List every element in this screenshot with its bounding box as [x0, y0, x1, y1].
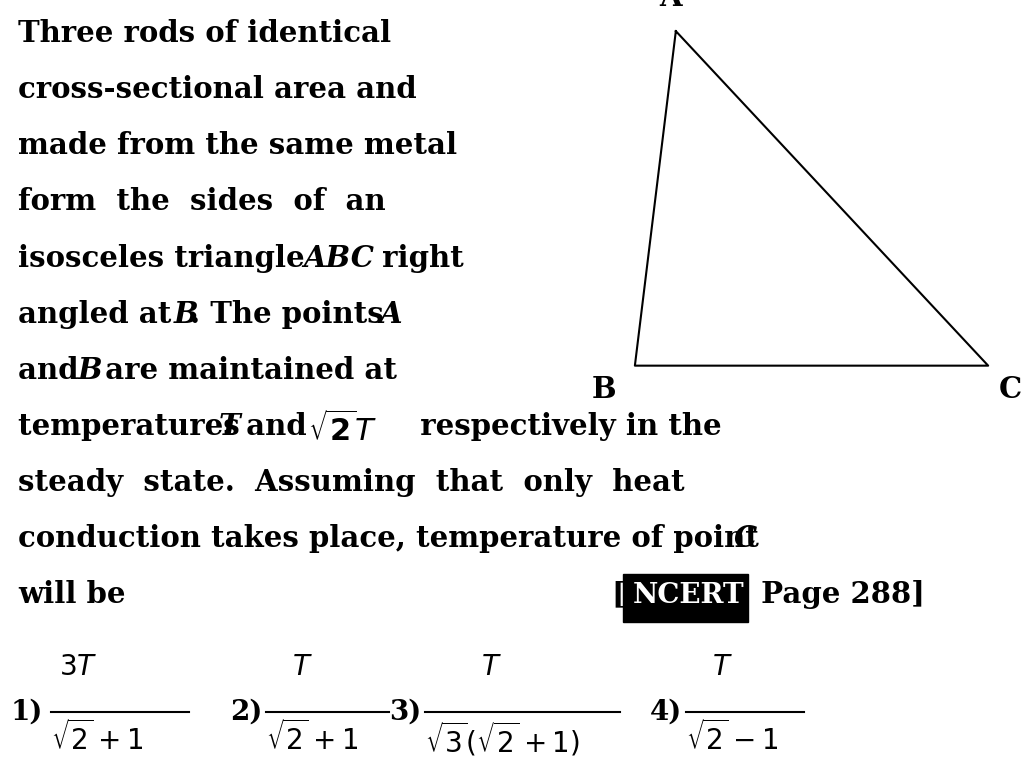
Text: [: [ [611, 580, 625, 609]
Text: $3T$: $3T$ [59, 654, 98, 681]
Text: cross-sectional area and: cross-sectional area and [18, 75, 417, 104]
Text: T: T [219, 412, 241, 441]
Text: B: B [592, 375, 616, 404]
Text: A: A [659, 0, 682, 12]
Text: C: C [999, 375, 1022, 404]
Text: and: and [18, 356, 89, 384]
Text: made from the same metal: made from the same metal [18, 131, 458, 160]
Text: right: right [372, 244, 464, 272]
Text: . The points: . The points [190, 300, 394, 328]
Text: $T$: $T$ [712, 654, 732, 681]
Text: will be: will be [18, 580, 126, 609]
Text: $T$: $T$ [481, 654, 502, 681]
Text: Three rods of identical: Three rods of identical [18, 19, 391, 48]
Text: Page 288]: Page 288] [751, 580, 925, 609]
Text: angled at: angled at [18, 300, 182, 328]
FancyBboxPatch shape [623, 574, 748, 622]
Text: $\sqrt{2}-1$: $\sqrt{2}-1$ [686, 720, 778, 755]
Text: conduction takes place, temperature of point: conduction takes place, temperature of p… [18, 524, 769, 553]
Text: 3): 3) [389, 699, 421, 725]
Text: ABC: ABC [303, 244, 374, 272]
Text: steady  state.  Assuming  that  only  heat: steady state. Assuming that only heat [18, 468, 685, 497]
Text: $\mathbf{\sqrt{2}}$$\mathit{T}$: $\mathbf{\sqrt{2}}$$\mathit{T}$ [308, 412, 377, 448]
Text: respectively in the: respectively in the [400, 412, 722, 441]
Text: isosceles triangle: isosceles triangle [18, 244, 315, 272]
Text: C: C [734, 524, 758, 553]
Text: form  the  sides  of  an: form the sides of an [18, 187, 386, 216]
Text: and: and [236, 412, 316, 441]
Text: $T$: $T$ [292, 654, 312, 681]
Text: are maintained at: are maintained at [95, 356, 397, 384]
Text: 2): 2) [230, 699, 263, 725]
Text: $\sqrt{2}+1$: $\sqrt{2}+1$ [51, 720, 143, 755]
Text: temperatures: temperatures [18, 412, 250, 441]
Text: $\sqrt{3}(\sqrt{2}+1)$: $\sqrt{3}(\sqrt{2}+1)$ [425, 720, 580, 759]
Text: A: A [379, 300, 401, 328]
Text: 4): 4) [650, 699, 682, 725]
Text: B: B [174, 300, 199, 328]
Text: B: B [78, 356, 102, 384]
Text: $\sqrt{2}+1$: $\sqrt{2}+1$ [266, 720, 358, 755]
Text: NCERT: NCERT [633, 582, 744, 609]
Text: 1): 1) [10, 699, 43, 725]
